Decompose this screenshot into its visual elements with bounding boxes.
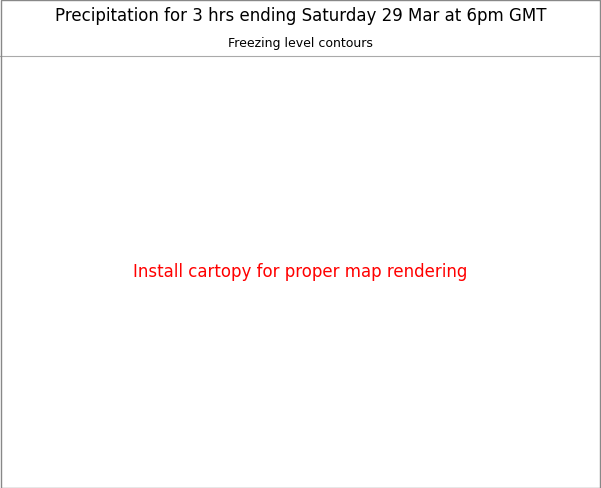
Text: Install cartopy for proper map rendering: Install cartopy for proper map rendering xyxy=(133,263,468,281)
Text: Precipitation for 3 hrs ending Saturday 29 Mar at 6pm GMT: Precipitation for 3 hrs ending Saturday … xyxy=(55,7,546,25)
Text: Freezing level contours: Freezing level contours xyxy=(228,37,373,50)
